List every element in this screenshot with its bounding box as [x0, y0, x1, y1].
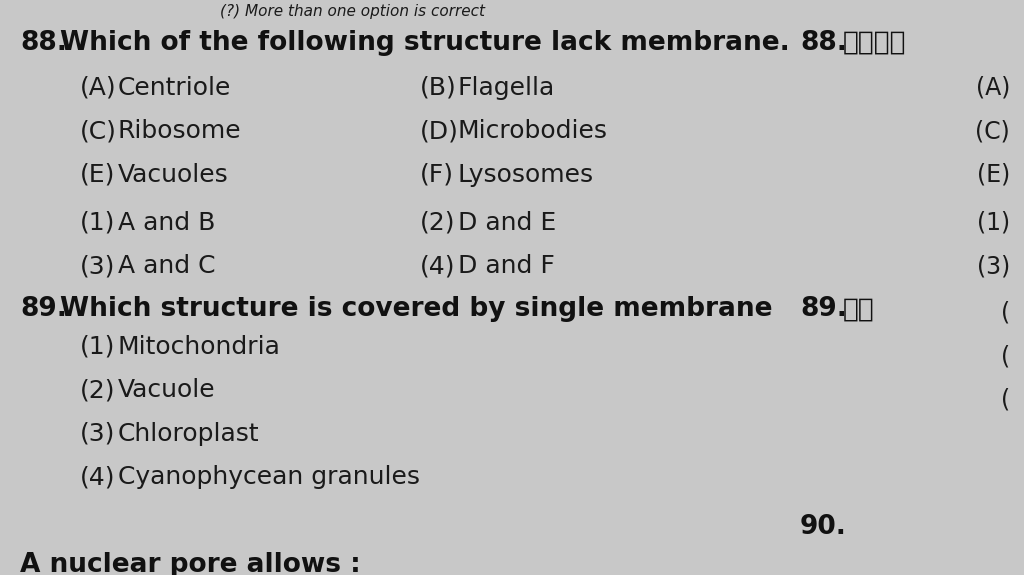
Text: 88.: 88.	[20, 29, 67, 56]
Text: D and F: D and F	[458, 255, 555, 278]
Text: Vacuole: Vacuole	[118, 378, 216, 402]
Text: Chloroplast: Chloroplast	[118, 422, 260, 446]
Text: (2): (2)	[420, 211, 456, 235]
Text: 90.: 90.	[800, 513, 847, 539]
Text: Microbodies: Microbodies	[458, 120, 608, 143]
Text: (4): (4)	[420, 255, 456, 278]
Text: 88.: 88.	[800, 29, 847, 56]
Text: A and B: A and B	[118, 211, 215, 235]
Text: A nuclear pore allows :: A nuclear pore allows :	[20, 553, 360, 575]
Text: (4): (4)	[80, 465, 116, 489]
Text: (1): (1)	[977, 211, 1010, 235]
Text: Which of the following structure lack membrane.: Which of the following structure lack me…	[60, 29, 790, 56]
Text: Flagella: Flagella	[458, 76, 555, 100]
Text: A and C: A and C	[118, 255, 215, 278]
Text: (1): (1)	[80, 335, 116, 359]
Text: निम्: निम्	[843, 29, 906, 56]
Text: (: (	[1000, 388, 1010, 412]
Text: (A): (A)	[80, 76, 117, 100]
Text: Lysosomes: Lysosomes	[458, 163, 594, 187]
Text: Which structure is covered by single membrane: Which structure is covered by single mem…	[60, 296, 772, 322]
Text: (: (	[1000, 344, 1010, 368]
Text: (C): (C)	[975, 120, 1010, 143]
Text: (F): (F)	[420, 163, 454, 187]
Text: (: (	[1000, 301, 1010, 325]
Text: 89.: 89.	[800, 296, 847, 322]
Text: Ribosome: Ribosome	[118, 120, 242, 143]
Text: D and E: D and E	[458, 211, 556, 235]
Text: (B): (B)	[420, 76, 457, 100]
Text: (C): (C)	[80, 120, 117, 143]
Text: (D): (D)	[420, 120, 459, 143]
Text: (E): (E)	[977, 163, 1010, 187]
Text: कौ: कौ	[843, 296, 874, 322]
Text: (A): (A)	[976, 76, 1010, 100]
Text: (3): (3)	[80, 255, 116, 278]
Text: Centriole: Centriole	[118, 76, 231, 100]
Text: (2): (2)	[80, 378, 116, 402]
Text: Cyanophycean granules: Cyanophycean granules	[118, 465, 420, 489]
Text: 89.: 89.	[20, 296, 67, 322]
Text: Vacuoles: Vacuoles	[118, 163, 228, 187]
Text: (E): (E)	[80, 163, 116, 187]
Text: (3): (3)	[977, 255, 1010, 278]
Text: (?) More than one option is correct: (?) More than one option is correct	[220, 3, 485, 19]
Text: (1): (1)	[80, 211, 116, 235]
Text: (3): (3)	[80, 422, 116, 446]
Text: Mitochondria: Mitochondria	[118, 335, 281, 359]
